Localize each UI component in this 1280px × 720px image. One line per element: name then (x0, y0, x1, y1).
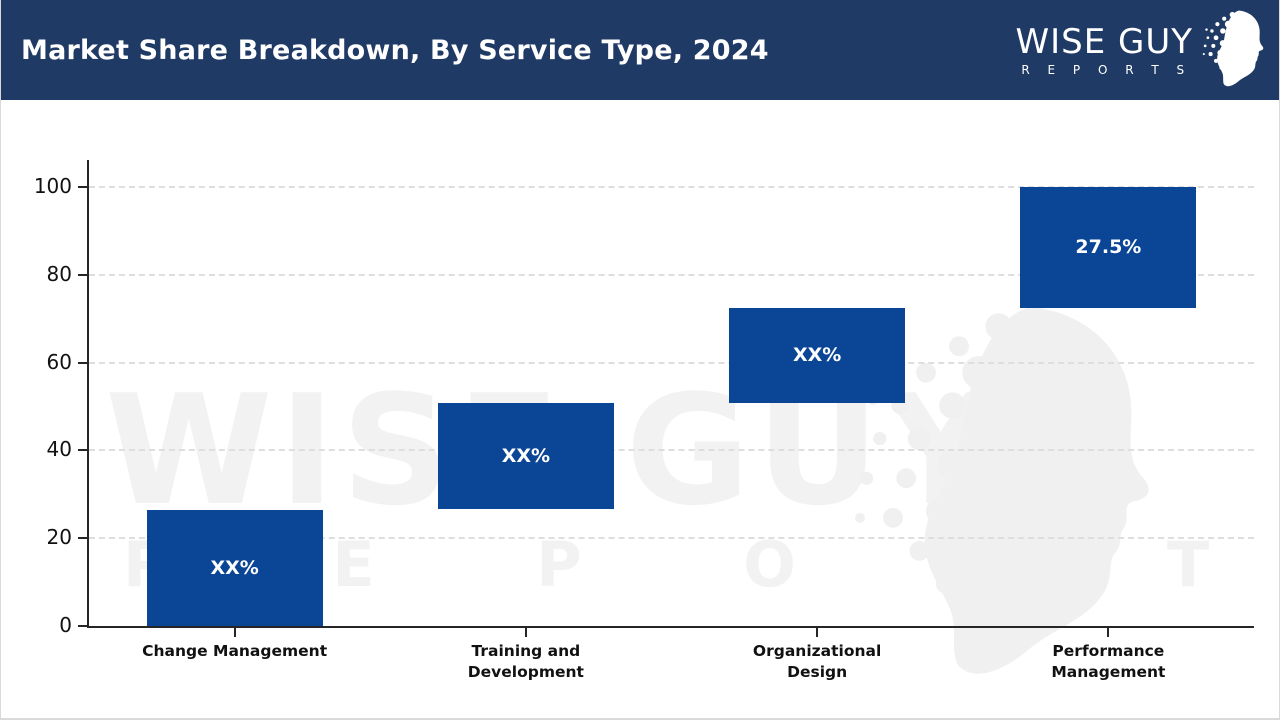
logo-brand-sub: R E P O R T S (1021, 62, 1192, 77)
x-tick-mark (233, 628, 236, 637)
chart-title: Market Share Breakdown, By Service Type,… (21, 34, 769, 66)
chart-area: WISE GUY R E P O R T S 020406080100XX%Ch… (1, 100, 1279, 718)
y-tick-label: 20 (46, 525, 72, 550)
x-category-label: Organizational Design (752, 642, 882, 681)
bar-segment: 27.5% (1020, 187, 1197, 308)
x-tick-mark (1107, 628, 1110, 637)
x-tick-mark (524, 628, 527, 637)
y-gridline (89, 186, 1254, 188)
bar-value-label: XX% (210, 557, 259, 580)
bar-value-label: XX% (792, 344, 842, 367)
y-tick-label: 60 (46, 349, 72, 374)
bar-segment: XX% (729, 308, 906, 403)
bar-segment: XX% (146, 510, 323, 626)
bar-value-label: 27.5% (1075, 236, 1142, 259)
wiseguy-logo-text: WISE GUY R E P O R T S (1015, 25, 1193, 76)
y-tick-mark (78, 625, 87, 627)
y-tick-label: 100 (33, 174, 72, 198)
y-tick-mark (78, 537, 87, 540)
y-tick-label: 0 (59, 613, 72, 637)
y-gridline (89, 273, 1254, 276)
wiseguy-face-icon (1197, 9, 1265, 91)
y-tick-label: 40 (46, 437, 72, 462)
y-axis-line (87, 160, 89, 628)
y-gridline (89, 361, 1254, 364)
y-tick-label: 80 (46, 261, 72, 286)
x-tick-mark (816, 628, 819, 637)
x-axis-line (87, 626, 1254, 628)
plot-canvas: 0 20 40 60 80 100 XX% Change Management XX% Train… (1, 100, 1279, 718)
wiseguy-logo: WISE GUY R E P O R T S (1015, 9, 1265, 91)
y-gridline (89, 537, 1254, 540)
y-tick-mark (78, 449, 87, 452)
y-tick-mark (78, 361, 87, 364)
header-bar: Market Share Breakdown, By Service Type,… (1, 0, 1279, 100)
logo-brand-name: WISE GUY (1015, 21, 1193, 62)
x-category-label: Training and Development (467, 642, 584, 681)
bar-segment: XX% (437, 402, 614, 510)
y-gridline (89, 449, 1254, 452)
x-category-label: Change Management (142, 642, 328, 660)
y-tick-mark (78, 186, 87, 188)
y-tick-mark (78, 273, 87, 276)
bar-value-label: XX% (501, 445, 551, 468)
x-category-label: Performance Management (1051, 642, 1166, 681)
